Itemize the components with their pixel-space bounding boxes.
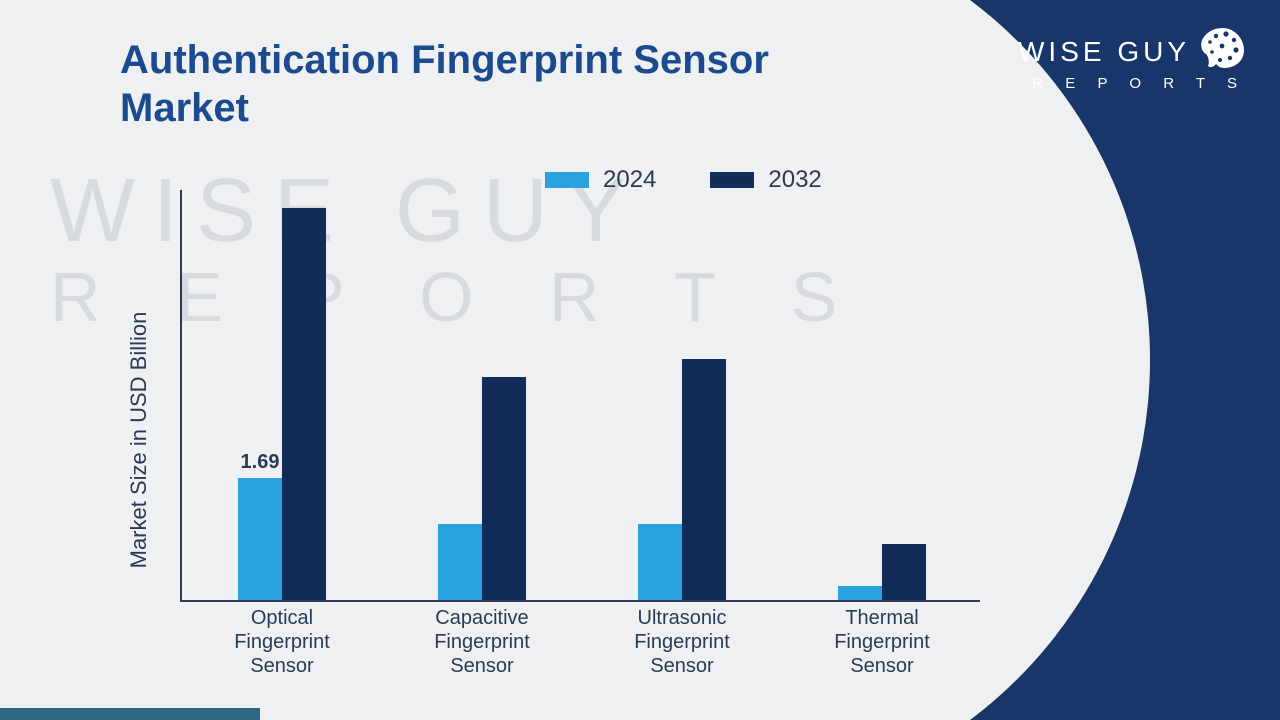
x-axis [180, 600, 980, 602]
y-axis-label: Market Size in USD Billion [126, 260, 152, 620]
page-root: WISE GUY R E P O R T S WISE GUY R [0, 0, 1280, 720]
bottom-strip [0, 708, 260, 720]
brand-logo: WISE GUY R E P O R T S [1018, 26, 1246, 92]
category-label: OpticalFingerprintSensor [182, 606, 382, 678]
bar [638, 524, 682, 600]
chart-title: Authentication Fingerprint Sensor Market [120, 36, 860, 132]
value-label: 1.69 [220, 451, 300, 474]
category-label: UltrasonicFingerprintSensor [582, 606, 782, 678]
bar [882, 544, 926, 600]
bar [282, 208, 326, 600]
brand-line1: WISE GUY [1018, 36, 1190, 68]
bar [482, 377, 526, 600]
plot-area: 1.69 [182, 190, 980, 600]
bar [838, 586, 882, 600]
chart-area: Market Size in USD Billion 1.69 OpticalF… [100, 180, 980, 610]
bar [238, 478, 282, 600]
bar [438, 524, 482, 600]
category-label: CapacitiveFingerprintSensor [382, 606, 582, 678]
brand-head-icon [1196, 26, 1246, 77]
bar [682, 359, 726, 600]
brand-line2: R E P O R T S [1018, 75, 1246, 92]
category-label: ThermalFingerprintSensor [782, 606, 982, 678]
